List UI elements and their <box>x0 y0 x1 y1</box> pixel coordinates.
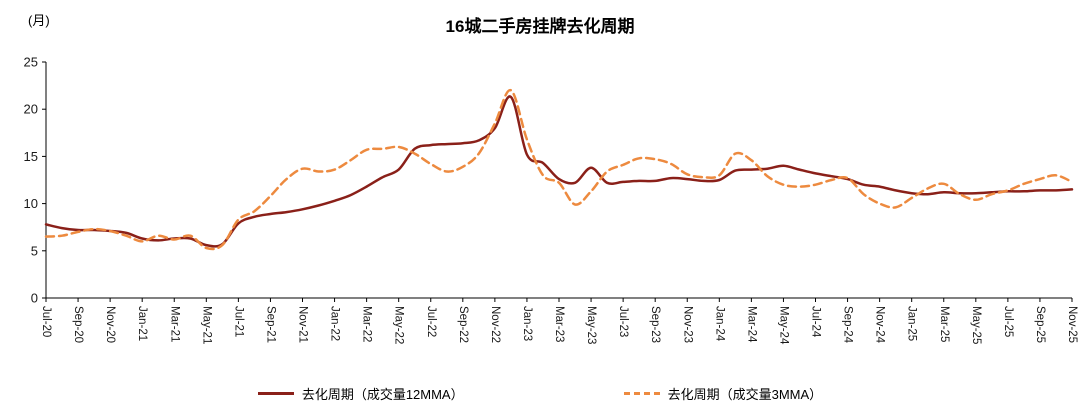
svg-text:Jul-23: Jul-23 <box>617 306 629 337</box>
legend-item-12mma: 去化周期（成交量12MMA） <box>257 384 464 403</box>
legend-label-3mma: 去化周期（成交量3MMA） <box>667 387 823 402</box>
chart-svg: 0 5 10 15 20 25 Jul-20 Sep-20 Nov-20 Jan-21 Mar-21… <box>24 55 1078 345</box>
legend-label-12mma: 去化周期（成交量12MMA） <box>301 387 464 402</box>
svg-text:Jul-21: Jul-21 <box>232 306 244 337</box>
svg-text:Jul-24: Jul-24 <box>810 306 822 338</box>
svg-text:Jul-20: Jul-20 <box>40 306 52 337</box>
svg-text:Jul-22: Jul-22 <box>425 306 437 337</box>
svg-text:10: 10 <box>24 196 38 211</box>
chart-legend: 去化周期（成交量12MMA） 去化周期（成交量3MMA） <box>0 384 1080 403</box>
svg-text:Jan-22: Jan-22 <box>329 306 341 341</box>
svg-text:Jan-25: Jan-25 <box>906 306 918 341</box>
svg-text:May-24: May-24 <box>777 306 789 345</box>
dashed-line-swatch <box>623 392 660 395</box>
svg-text:Mar-25: Mar-25 <box>938 306 950 342</box>
svg-text:Jan-21: Jan-21 <box>136 306 148 341</box>
svg-text:May-25: May-25 <box>970 306 982 344</box>
svg-text:May-23: May-23 <box>585 306 597 344</box>
svg-text:Sep-23: Sep-23 <box>649 306 661 343</box>
svg-text:20: 20 <box>24 102 38 117</box>
solid-line-swatch <box>257 392 294 395</box>
svg-text:Nov-22: Nov-22 <box>489 306 501 343</box>
svg-text:Mar-23: Mar-23 <box>553 306 565 342</box>
svg-text:Nov-23: Nov-23 <box>681 306 693 343</box>
svg-text:Nov-25: Nov-25 <box>1066 306 1078 343</box>
svg-text:Sep-24: Sep-24 <box>842 306 854 344</box>
svg-text:Jan-24: Jan-24 <box>713 306 725 342</box>
svg-text:Nov-24: Nov-24 <box>874 306 886 344</box>
svg-text:Mar-24: Mar-24 <box>745 306 757 343</box>
svg-text:Sep-21: Sep-21 <box>264 306 276 343</box>
svg-text:Sep-25: Sep-25 <box>1034 306 1046 343</box>
svg-text:Sep-20: Sep-20 <box>72 306 84 343</box>
svg-text:Mar-21: Mar-21 <box>168 306 180 342</box>
svg-text:0: 0 <box>31 291 38 306</box>
svg-text:15: 15 <box>24 149 38 164</box>
svg-text:Mar-22: Mar-22 <box>361 306 373 342</box>
y-axis-unit-label: (月) <box>28 13 50 28</box>
svg-text:Nov-21: Nov-21 <box>297 306 309 343</box>
svg-text:Nov-20: Nov-20 <box>104 306 116 343</box>
svg-text:5: 5 <box>31 243 38 258</box>
svg-text:May-22: May-22 <box>393 306 405 344</box>
svg-text:Sep-22: Sep-22 <box>457 306 469 343</box>
svg-text:Jul-25: Jul-25 <box>1002 306 1014 337</box>
svg-text:May-21: May-21 <box>200 306 212 344</box>
svg-text:Jan-23: Jan-23 <box>521 306 533 341</box>
svg-text:25: 25 <box>24 55 38 70</box>
legend-item-3mma: 去化周期（成交量3MMA） <box>623 384 823 403</box>
chart-title: 16城二手房挂牌去化周期 <box>445 17 635 36</box>
